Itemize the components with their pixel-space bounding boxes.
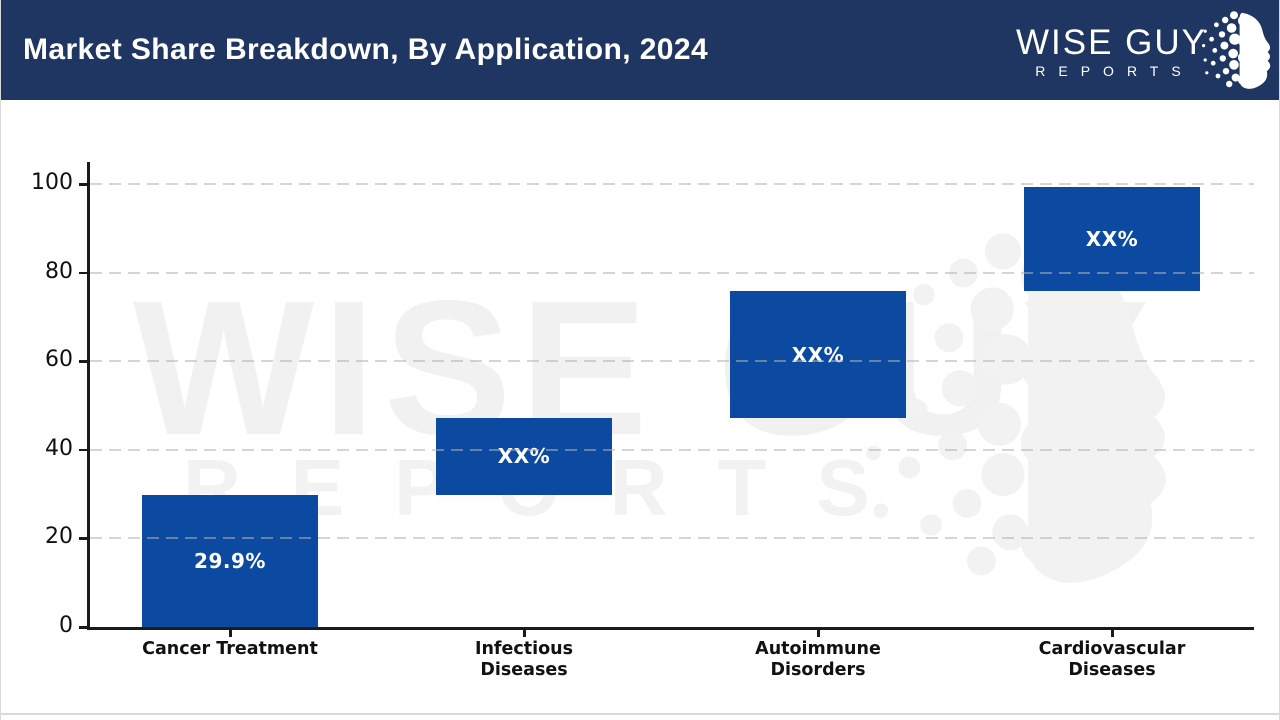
x-category-label: Cardiovascular Diseases (992, 639, 1232, 680)
bar-value-label: 29.9% (194, 548, 266, 573)
y-tick-mark (79, 271, 88, 275)
y-tick-mark (79, 183, 88, 186)
x-tick-mark (229, 630, 232, 637)
y-tick-label: 80 (45, 258, 73, 284)
x-category-label-line: Autoimmune (755, 639, 881, 659)
y-tick-label: 40 (45, 435, 73, 461)
x-category-label-line: Diseases (480, 659, 568, 680)
logo-subtitle: REPORTS (1035, 63, 1194, 80)
x-tick-mark (523, 630, 526, 637)
x-category-label-line: Infectious (474, 639, 574, 659)
y-axis-line (87, 162, 90, 629)
gridline-60 (90, 360, 1254, 363)
page-title: Market Share Breakdown, By Application, … (23, 33, 709, 66)
gridline-20 (90, 537, 1254, 540)
y-tick-mark (79, 537, 88, 540)
bar-segment: XX% (1024, 186, 1200, 292)
y-tick-label: 0 (59, 613, 73, 638)
wise-guy-logo-text: WISE GUY REPORTS (1015, 22, 1207, 80)
bottom-divider (1, 713, 1279, 715)
y-tick-label: 20 (45, 524, 73, 550)
wise-guy-face-icon (1193, 8, 1275, 96)
gridline-100 (90, 183, 1254, 185)
x-axis-line (87, 627, 1254, 630)
bar-segment: XX% (730, 291, 906, 418)
bar-value-label: XX% (497, 444, 551, 469)
y-tick-label: 100 (31, 170, 73, 195)
x-category-label-line: Cancer Treatment (142, 639, 318, 659)
y-tick-label: 60 (45, 347, 73, 373)
y-tick-mark (79, 448, 88, 452)
x-category-label: Infectious Diseases (404, 639, 644, 680)
bar-value-label: XX% (791, 342, 845, 367)
x-category-label: Autoimmune Disorders (698, 639, 938, 680)
gridline-40 (90, 448, 1254, 451)
x-tick-mark (1111, 630, 1114, 637)
y-tick-mark (79, 360, 88, 363)
logo-wordmark: WISE GUY (1015, 22, 1207, 62)
report-header: Market Share Breakdown, By Application, … (1, 0, 1279, 100)
bar-segment: XX% (436, 417, 612, 495)
x-category-label-line: Disorders (770, 659, 866, 680)
gridline-80 (90, 271, 1254, 274)
x-category-label: Cancer Treatment (110, 639, 350, 660)
x-tick-mark (817, 630, 820, 637)
bar-segment: 29.9% (142, 494, 318, 627)
y-tick-mark (79, 626, 88, 629)
x-category-label-line: Cardiovascular (1038, 639, 1186, 659)
wise-guy-logo: WISE GUY REPORTS (1016, 8, 1275, 96)
x-category-label-line: Diseases (1068, 659, 1156, 680)
bar-value-label: XX% (1085, 226, 1139, 251)
